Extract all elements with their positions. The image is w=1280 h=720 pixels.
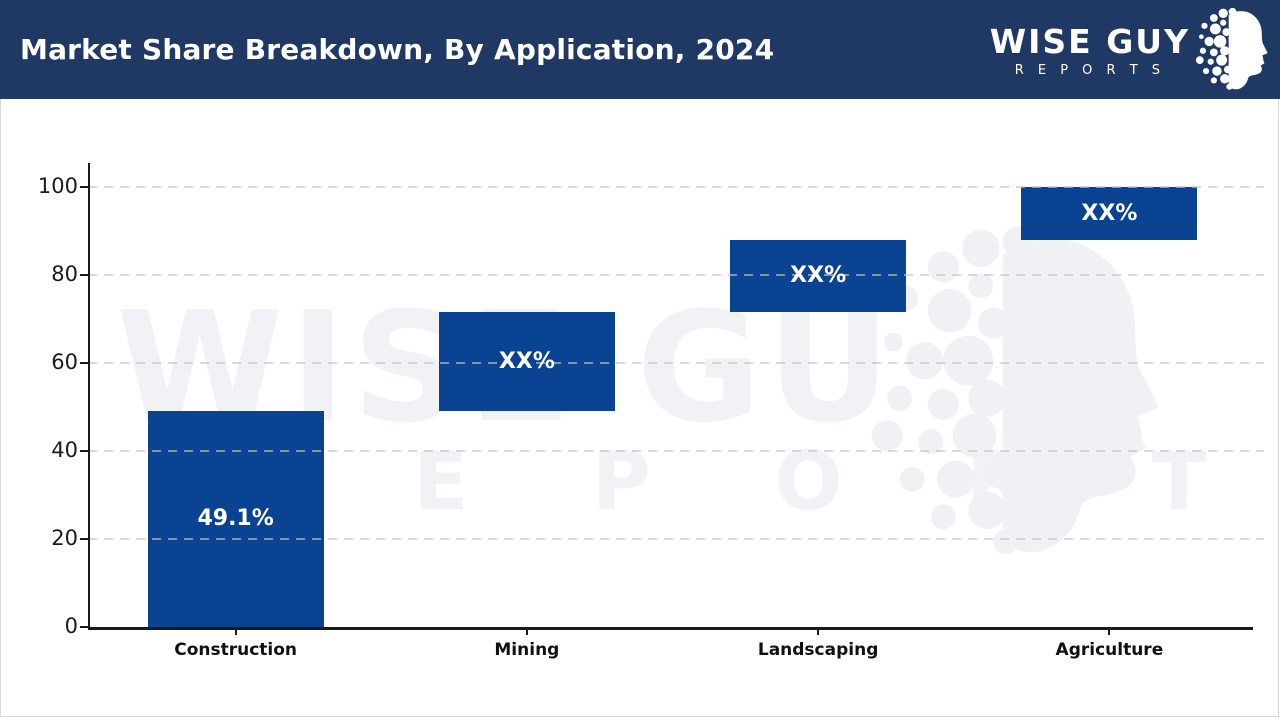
head-profile-logo-icon (1195, 7, 1268, 90)
x-tick-label-agriculture: Agriculture (1055, 640, 1164, 660)
grid-line-20 (88, 538, 1264, 540)
x-tick-label-mining: Mining (494, 640, 560, 660)
bar-value-label-construction: 49.1% (197, 506, 274, 532)
y-tick-100 (80, 186, 88, 188)
bar-value-label-agriculture: XX% (1081, 200, 1138, 226)
header: Market Share Breakdown, By Application, … (0, 0, 1280, 99)
logo-wordmark-primary: WISE GUY (989, 22, 1190, 62)
x-axis-line (88, 627, 1253, 630)
logo-wordmark: WISE GUY R E P O R T S (990, 25, 1190, 78)
bar-construction (147, 410, 324, 627)
bar-value-label-landscaping: XX% (790, 263, 847, 289)
page-title: Market Share Breakdown, By Application, … (20, 33, 775, 66)
waterfall-chart: 0 20 40 60 80 100 49.1% Construction XX% Mining XX… (0, 99, 1280, 720)
y-axis-line (88, 163, 90, 630)
x-tick-label-landscaping: Landscaping (757, 640, 879, 660)
y-tick-label-40: 40 (51, 438, 78, 462)
grid-line-60 (88, 362, 1264, 364)
y-tick-label-80: 80 (51, 262, 78, 286)
x-tick-construction (234, 627, 237, 635)
bar-agriculture (1021, 187, 1198, 240)
chart-area: WISE GU R E P O R T S 02040608010049.1%C… (0, 99, 1280, 720)
logo-wordmark-secondary: R E P O R T S (1014, 62, 1166, 78)
grid-line-40 (88, 450, 1264, 452)
bar-value-label-mining: XX% (498, 348, 555, 374)
wise-guy-logo: WISE GUY R E P O R T S (990, 7, 1270, 93)
x-tick-agriculture (1108, 627, 1111, 635)
y-tick-60 (80, 362, 88, 364)
y-tick-label-0: 0 (64, 614, 78, 638)
y-tick-0 (80, 626, 88, 628)
bar-mining (438, 311, 615, 411)
grid-line-80 (88, 274, 1264, 276)
y-tick-label-20: 20 (51, 526, 78, 550)
x-tick-landscaping (817, 627, 820, 635)
x-tick-mining (525, 627, 528, 635)
y-tick-label-100: 100 (37, 174, 78, 198)
grid-line-100 (88, 186, 1264, 188)
y-tick-40 (80, 450, 88, 452)
y-tick-80 (80, 274, 88, 276)
y-tick-20 (80, 538, 88, 540)
y-tick-label-60: 60 (51, 350, 78, 374)
x-tick-label-construction: Construction (174, 640, 298, 660)
